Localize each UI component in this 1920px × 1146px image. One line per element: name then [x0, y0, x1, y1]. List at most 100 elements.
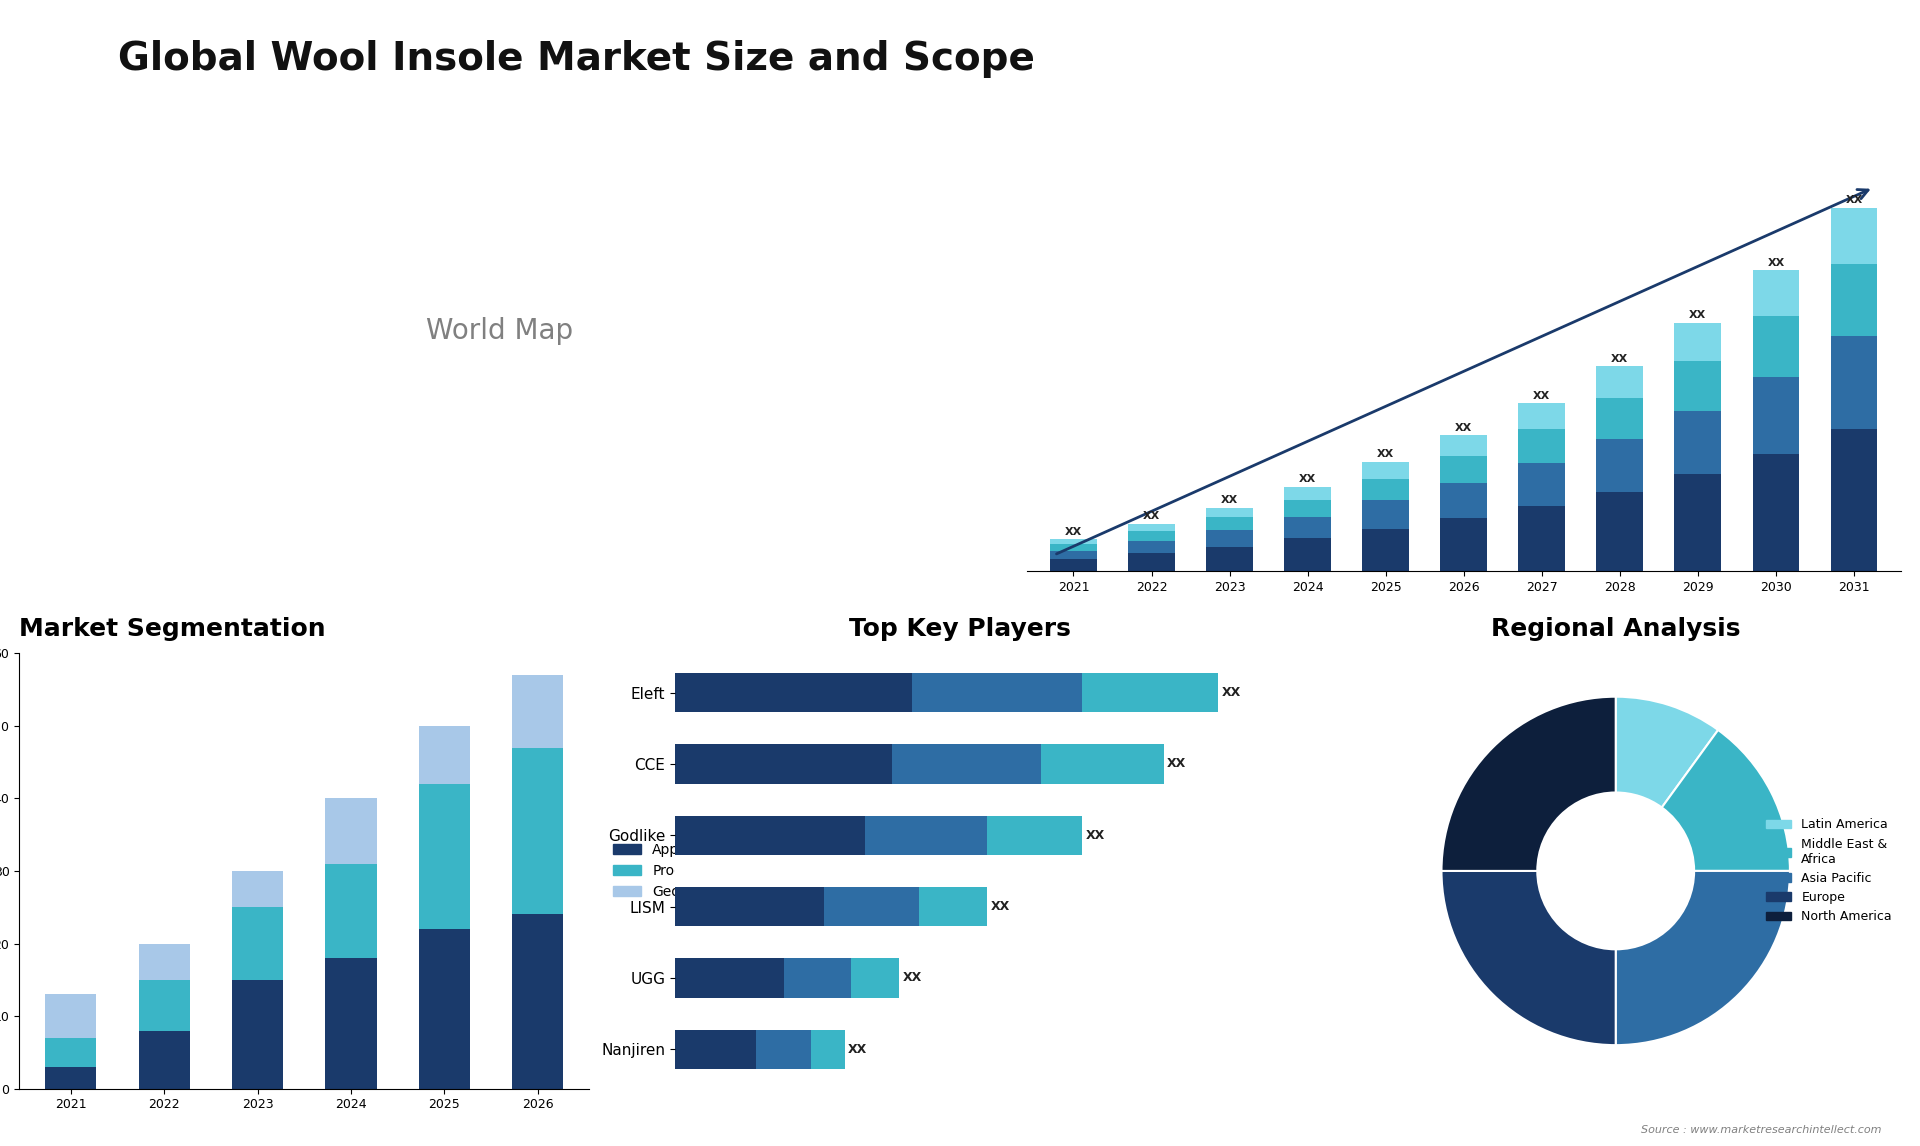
- Bar: [138, 943, 190, 980]
- Bar: [1440, 518, 1488, 571]
- Wedge shape: [1617, 871, 1789, 1045]
- Wedge shape: [1617, 697, 1718, 808]
- Text: XX: XX: [1690, 311, 1707, 320]
- Bar: [1753, 270, 1799, 316]
- Bar: [1674, 410, 1722, 473]
- Bar: [44, 995, 96, 1038]
- FancyArrowPatch shape: [1056, 189, 1868, 554]
- Bar: [1440, 435, 1488, 456]
- Bar: [44, 1067, 96, 1089]
- Title: Top Key Players: Top Key Players: [849, 618, 1071, 642]
- Legend: Application, Product, Geography: Application, Product, Geography: [609, 838, 735, 904]
- Bar: [1284, 487, 1331, 500]
- Bar: [1830, 337, 1878, 430]
- Bar: [1596, 398, 1644, 439]
- Bar: [1206, 508, 1254, 518]
- Wedge shape: [1442, 697, 1617, 871]
- Bar: [676, 744, 893, 784]
- Bar: [987, 816, 1083, 855]
- Text: XX: XX: [1845, 196, 1862, 205]
- Bar: [1363, 479, 1409, 501]
- Bar: [44, 1038, 96, 1067]
- Bar: [1363, 501, 1409, 528]
- Text: Source : www.marketresearchintellect.com: Source : www.marketresearchintellect.com: [1642, 1124, 1882, 1135]
- Bar: [676, 958, 783, 997]
- Bar: [1284, 517, 1331, 539]
- Bar: [1206, 518, 1254, 531]
- Bar: [1830, 207, 1878, 264]
- Bar: [810, 1029, 845, 1069]
- Text: Market Segmentation: Market Segmentation: [19, 618, 326, 642]
- Text: XX: XX: [1455, 423, 1473, 432]
- Text: XX: XX: [1377, 449, 1394, 460]
- Bar: [1050, 540, 1096, 544]
- Bar: [676, 1029, 756, 1069]
- Bar: [1674, 323, 1722, 361]
- Bar: [324, 864, 376, 958]
- Bar: [1519, 430, 1565, 463]
- Text: MARKET: MARKET: [1778, 61, 1824, 70]
- Bar: [232, 908, 284, 980]
- Bar: [824, 887, 920, 926]
- Text: Global Wool Insole Market Size and Scope: Global Wool Insole Market Size and Scope: [117, 40, 1035, 78]
- Bar: [419, 784, 470, 929]
- Bar: [1129, 541, 1175, 554]
- Bar: [1284, 539, 1331, 571]
- Bar: [756, 1029, 810, 1069]
- Bar: [419, 929, 470, 1089]
- Text: XX: XX: [1766, 258, 1784, 268]
- Text: XX: XX: [1611, 354, 1628, 363]
- Wedge shape: [1663, 730, 1789, 871]
- Bar: [783, 958, 851, 997]
- Text: XX: XX: [1300, 474, 1317, 485]
- Bar: [1674, 361, 1722, 410]
- Bar: [1596, 492, 1644, 571]
- Bar: [1363, 528, 1409, 571]
- Text: XX: XX: [1142, 511, 1160, 521]
- Bar: [912, 673, 1083, 712]
- Text: XX: XX: [1066, 527, 1083, 536]
- Bar: [513, 747, 563, 915]
- Bar: [1050, 544, 1096, 550]
- Bar: [138, 980, 190, 1030]
- Text: XX: XX: [1167, 758, 1187, 770]
- Bar: [1284, 500, 1331, 517]
- Bar: [1041, 744, 1164, 784]
- Text: XX: XX: [1221, 686, 1240, 699]
- Polygon shape: [1661, 57, 1761, 115]
- Bar: [324, 799, 376, 864]
- Text: XX: XX: [902, 972, 922, 984]
- Text: XX: XX: [1085, 829, 1104, 842]
- Text: RESEARCH: RESEARCH: [1778, 81, 1837, 91]
- Bar: [1519, 507, 1565, 571]
- Bar: [1440, 484, 1488, 518]
- Bar: [1050, 559, 1096, 571]
- Bar: [866, 816, 987, 855]
- Bar: [920, 887, 987, 926]
- Bar: [1674, 473, 1722, 571]
- Legend: Latin America, Middle East &
Africa, Asia Pacific, Europe, North America: Latin America, Middle East & Africa, Asi…: [1761, 814, 1897, 928]
- Bar: [1519, 463, 1565, 507]
- Bar: [1753, 377, 1799, 454]
- Bar: [1519, 403, 1565, 430]
- Bar: [1129, 524, 1175, 532]
- Bar: [1129, 554, 1175, 571]
- Bar: [1596, 439, 1644, 492]
- Text: INTELLECT: INTELLECT: [1778, 102, 1837, 111]
- Bar: [1596, 367, 1644, 398]
- Bar: [1083, 673, 1217, 712]
- Bar: [1206, 531, 1254, 547]
- Bar: [1753, 454, 1799, 571]
- Bar: [138, 1030, 190, 1089]
- Bar: [1440, 456, 1488, 484]
- Bar: [232, 980, 284, 1089]
- Text: XX: XX: [991, 900, 1010, 913]
- Bar: [513, 675, 563, 747]
- Bar: [1753, 316, 1799, 377]
- Bar: [1206, 547, 1254, 571]
- Bar: [324, 958, 376, 1089]
- Bar: [419, 725, 470, 784]
- Bar: [676, 816, 866, 855]
- Wedge shape: [1442, 871, 1617, 1045]
- Text: XX: XX: [1221, 495, 1238, 505]
